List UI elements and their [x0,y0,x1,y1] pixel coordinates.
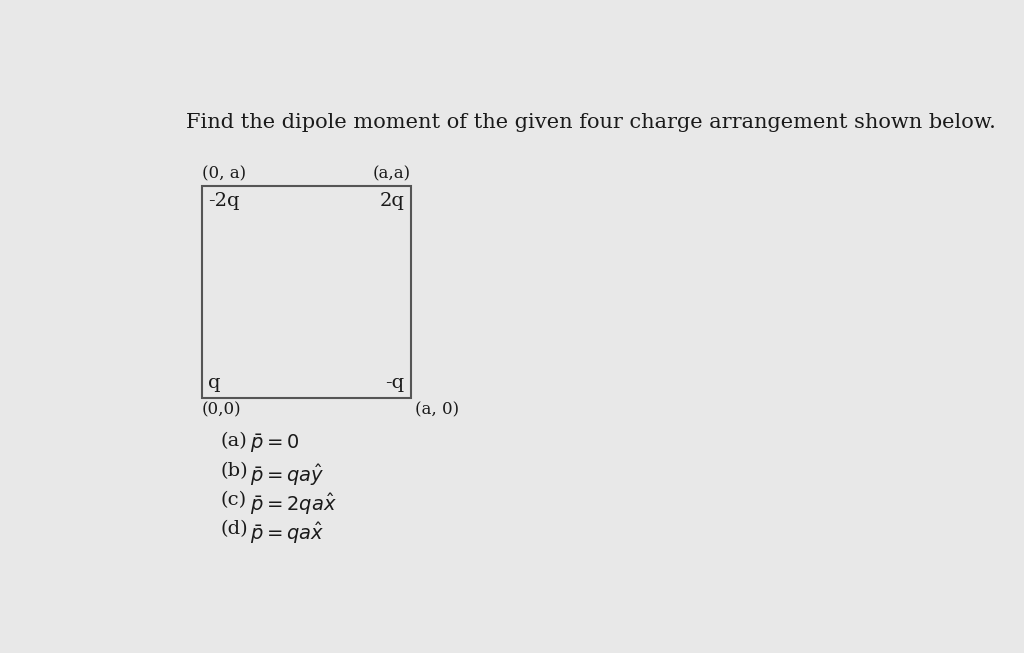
Text: $\bar{p}=qa\hat{x}$: $\bar{p}=qa\hat{x}$ [251,520,325,547]
Text: $\bar{p}=2qa\hat{x}$: $\bar{p}=2qa\hat{x}$ [251,491,337,517]
Text: 2q: 2q [380,193,404,210]
Text: $\bar{p}=qa\hat{y}$: $\bar{p}=qa\hat{y}$ [251,462,325,488]
Text: -q: -q [386,374,404,392]
Text: q: q [208,374,220,392]
Text: (0,0): (0,0) [202,402,242,419]
Text: (b): (b) [221,462,249,480]
Text: $\bar{p}=0$: $\bar{p}=0$ [251,432,300,456]
Bar [202,186,411,398]
Text: (a, 0): (a, 0) [415,402,459,419]
Text: (a): (a) [221,432,248,451]
Text: Find the dipole moment of the given four charge arrangement shown below.: Find the dipole moment of the given four… [186,113,996,132]
Text: -2q: -2q [208,193,240,210]
Text: (d): (d) [221,520,249,538]
Text: (c): (c) [221,491,247,509]
Text: (0, a): (0, a) [202,165,246,182]
Text: (a,a): (a,a) [373,165,411,182]
